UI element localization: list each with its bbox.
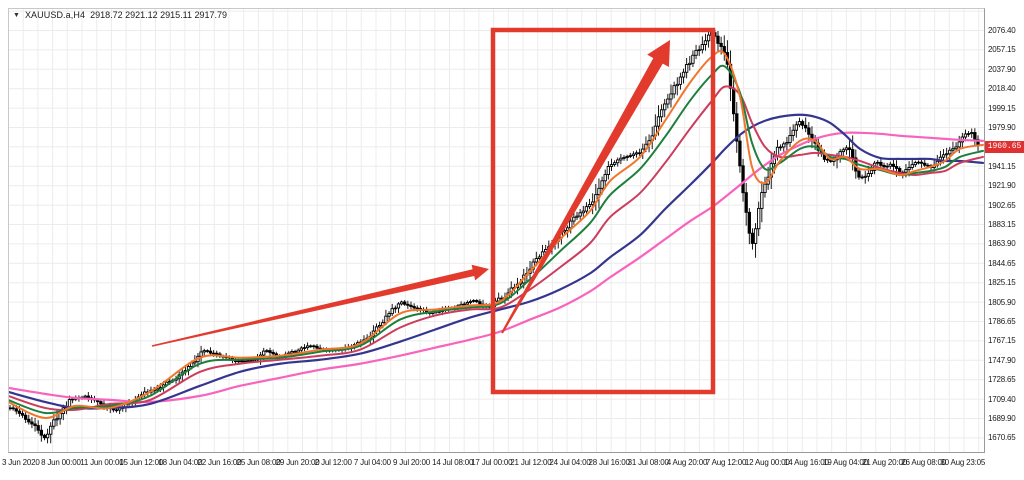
price-axis-label: 1670.65	[988, 433, 1016, 443]
time-axis-label: 22 Jun 16:00	[197, 458, 242, 467]
price-axis-label: 2037.90	[988, 64, 1016, 74]
price-axis-label: 1863.90	[988, 239, 1016, 249]
trend-arrow-up-1[interactable]	[151, 264, 490, 347]
price-axis-label: 2057.15	[988, 45, 1016, 55]
time-axis-label: 8 Jun 00:00	[41, 458, 81, 467]
price-axis-label: 1805.90	[988, 297, 1016, 307]
time-axis-label: 4 Aug 20:00	[666, 458, 708, 467]
time-axis-label: 28 Jul 16:00	[588, 458, 630, 467]
time-axis-label: 30 Aug 23:05	[940, 458, 986, 467]
price-axis-label: 1747.90	[988, 355, 1016, 365]
price-axis-label: 1883.15	[988, 220, 1016, 229]
chart-title-bar: ▼ XAUUSD.a,H4 2918.72 2921.12 2915.11 29…	[13, 10, 227, 20]
price-axis[interactable]: 2076.40 2057.15 2037.90 2018.40 1999.15 1979.…	[986, 0, 1024, 453]
time-axis-label: 31 Jul 08:00	[627, 458, 669, 467]
price-axis-label: 1941.15	[988, 161, 1016, 171]
symbol-timeframe-label: XAUUSD.a,H4	[24, 10, 86, 20]
price-axis-label: 1979.90	[988, 123, 1016, 132]
price-axis-label: 2018.40	[988, 84, 1016, 94]
price-axis-label: 1728.65	[988, 375, 1016, 385]
time-axis-label: 25 Jun 08:00	[236, 458, 281, 467]
current-price-tag: 1960.65	[985, 140, 1024, 153]
price-axis-label: 1844.65	[988, 258, 1016, 268]
price-axis-label: 1689.90	[988, 414, 1016, 423]
time-axis-label: 14 Aug 16:00	[784, 458, 829, 467]
time-axis-label: 18 Jun 04:00	[158, 458, 203, 467]
time-axis-label: 12 Aug 00:00	[744, 458, 790, 467]
time-axis-label: 14 Jul 08:00	[432, 458, 474, 467]
plot-frame	[8, 8, 985, 453]
price-axis-label: 1999.15	[988, 103, 1016, 113]
time-axis-label: 17 Jul 00:00	[471, 458, 513, 467]
time-axis-label: 11 Jun 00:00	[80, 458, 124, 467]
time-axis-label: 15 Jun 12:00	[119, 458, 164, 467]
price-axis-label: 1786.65	[988, 317, 1016, 326]
trend-arrow-up-2[interactable]	[501, 40, 670, 334]
time-axis-label: 2 Jul 12:00	[314, 458, 352, 467]
time-axis[interactable]: 3 Jun 2020 8 Jun 00:00 11 Jun 00:00 15 Jun …	[0, 454, 1024, 474]
price-axis-label: 2076.40	[988, 26, 1016, 35]
time-axis-label: 21 Aug 20:00	[862, 458, 907, 467]
time-axis-label: 24 Jul 04:00	[549, 458, 591, 467]
time-axis-label: 7 Aug 12:00	[705, 458, 747, 467]
time-axis-label: 3 Jun 2020	[2, 458, 40, 467]
symbol-dropdown-icon[interactable]: ▼	[13, 11, 20, 19]
highlight-rectangle[interactable]	[490, 27, 716, 395]
price-axis-label: 1921.90	[988, 181, 1016, 191]
time-axis-label: 29 Jun 20:00	[275, 458, 320, 467]
price-axis-label: 1825.15	[988, 278, 1016, 288]
price-axis-label: 1709.40	[988, 394, 1016, 404]
time-axis-label: 7 Jul 04:00	[353, 458, 391, 467]
price-axis-label: 1902.65	[988, 200, 1016, 210]
time-axis-label: 21 Jul 12:00	[510, 458, 552, 467]
time-axis-label: 19 Aug 04:00	[823, 458, 868, 467]
time-axis-label: 26 Aug 08:00	[901, 458, 947, 467]
price-axis-label: 1767.15	[988, 336, 1016, 346]
ohlc-values: 2918.72 2921.12 2915.11 2917.79	[90, 10, 228, 20]
time-axis-label: 9 Jul 20:00	[393, 458, 430, 467]
